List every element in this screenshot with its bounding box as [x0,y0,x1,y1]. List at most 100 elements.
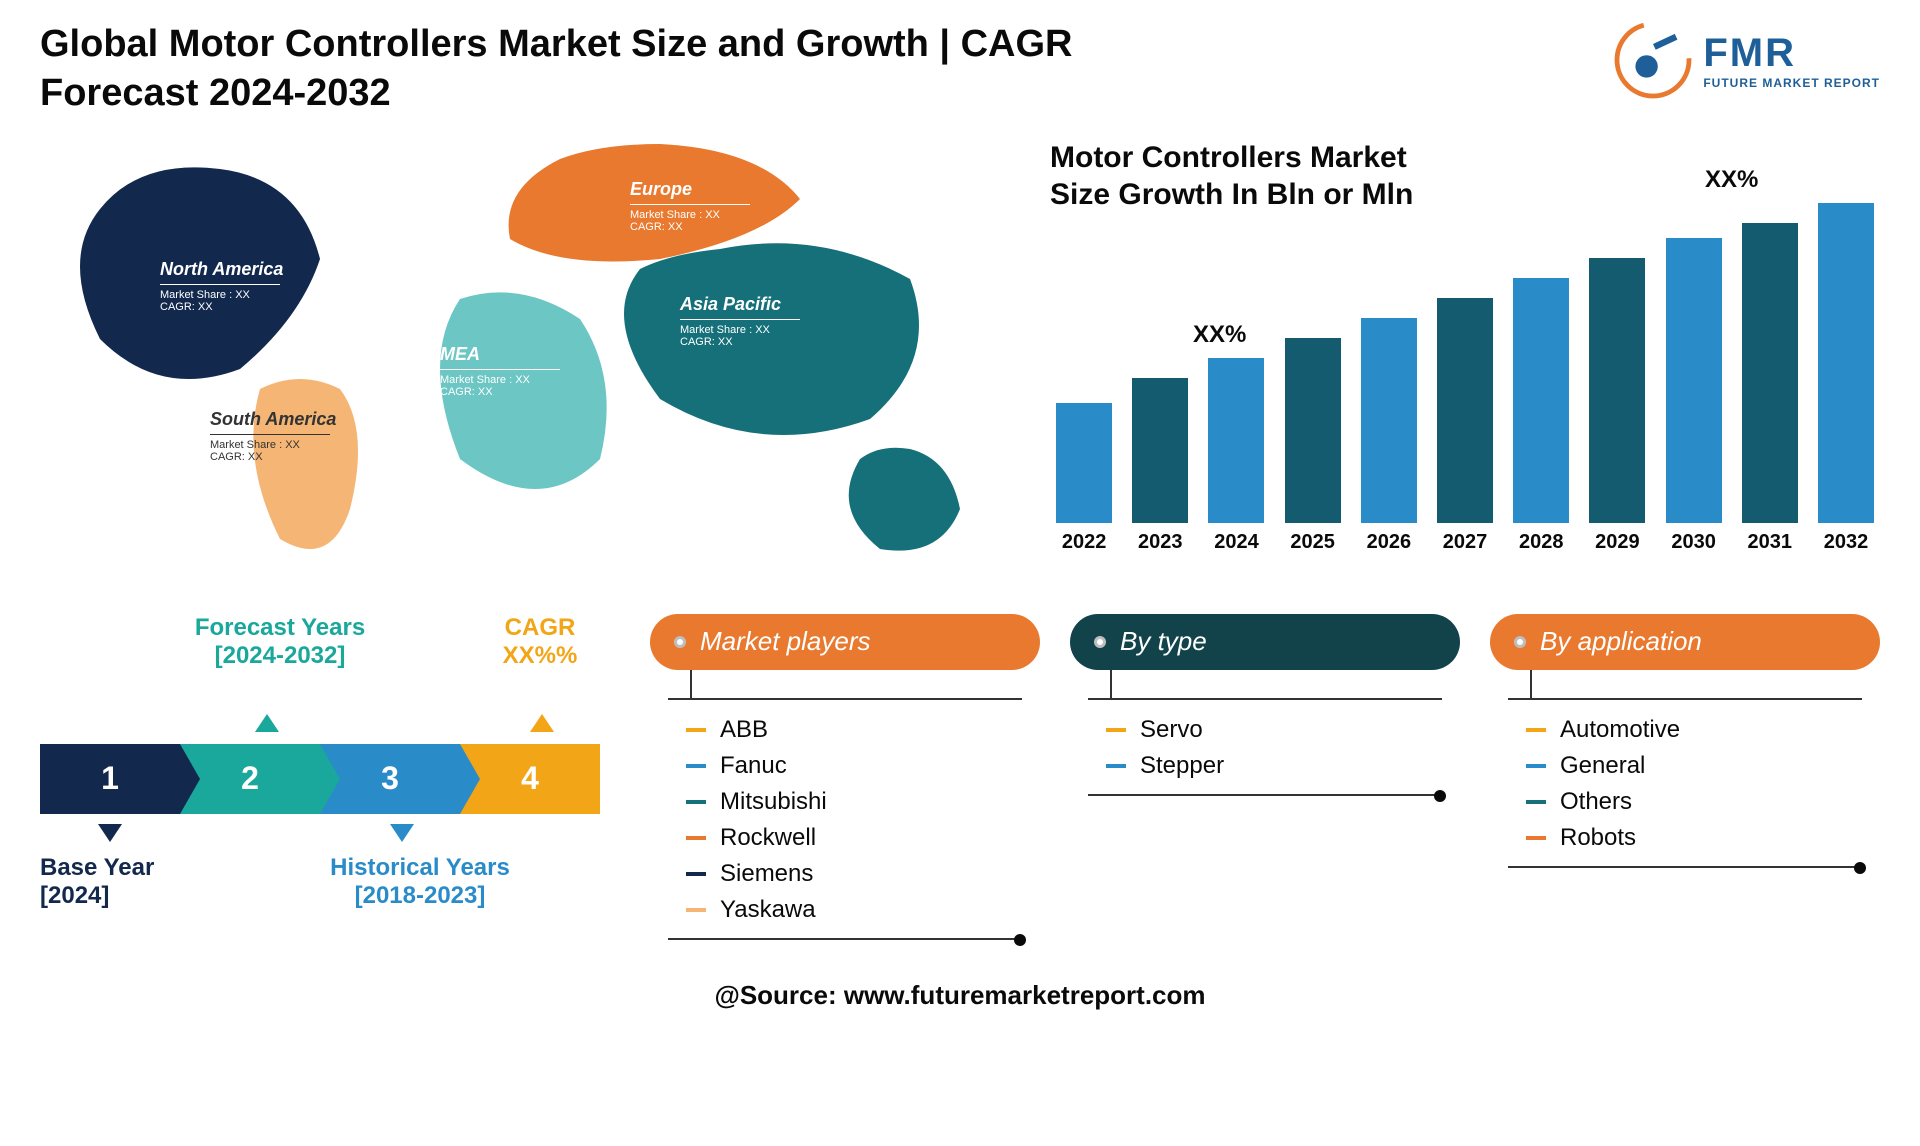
bar-rect [1666,238,1722,523]
bar-rect [1056,403,1112,523]
info-head-label: By type [1120,626,1207,657]
bar-col-2030: 2030 [1660,238,1728,554]
region-label-sa: South AmericaMarket Share : XXCAGR: XX [210,409,336,463]
region-label-na: North AmericaMarket Share : XXCAGR: XX [160,259,283,313]
bar-chart: 2022 2023 2024 2025 2026 2027 2028 2029 2030 2031… [1050,224,1880,554]
info-head: By application [1490,614,1880,670]
info-list: ABB Fanuc Mitsubishi Rockwell Siemens Yaskawa [668,698,1022,940]
info-item: Yaskawa [668,892,1022,928]
bar-year-label: 2027 [1443,531,1488,554]
timeline-box-3: 3 [320,744,460,814]
dot-icon [674,636,686,648]
timeline-box-num: 3 [381,760,399,797]
region-share: Market Share : XX [440,374,560,386]
bullet-icon [686,800,706,804]
bar-col-2026: 2026 [1355,318,1423,554]
bar-col-2032: 2032 [1812,203,1880,554]
bar-rect [1285,338,1341,523]
logo-icon [1613,20,1693,100]
bar-col-2031: 2031 [1736,223,1804,554]
bar-year-label: 2032 [1824,531,1869,554]
region-divider [210,434,330,435]
bar-year-label: 2025 [1290,531,1335,554]
page-title: Global Motor Controllers Market Size and… [40,20,1240,119]
info-item-label: Robots [1560,824,1636,852]
bar-annotation: XX% [1705,166,1758,194]
base-label: Base Year [2024] [40,854,200,910]
base-t1: Base Year [40,854,200,882]
region-cagr: CAGR: XX [160,301,283,313]
bullet-icon [686,908,706,912]
info-item-label: Servo [1140,716,1203,744]
info-item-label: Fanuc [720,752,787,780]
cagr-t1: CAGR [480,614,600,642]
fmr-logo: FMR FUTURE MARKET REPORT [1613,20,1880,100]
bar-rect [1589,258,1645,523]
source-line: @Source: www.futuremarketreport.com [40,980,1880,1011]
cagr-arrow-icon [530,714,554,732]
region-cagr: CAGR: XX [680,336,800,348]
info-item: Stepper [1088,748,1442,784]
base-arrow-icon [98,824,122,842]
bar-rect [1513,278,1569,523]
bullet-icon [686,872,706,876]
info-item: ABB [668,712,1022,748]
timeline-box-num: 4 [521,760,539,797]
bar-rect [1208,358,1264,523]
timeline-box-2: 2 [180,744,320,814]
info-item: Others [1508,784,1862,820]
bar-rect [1742,223,1798,523]
region-divider [160,284,280,285]
region-label-mea: MEAMarket Share : XXCAGR: XX [440,344,560,398]
info-item-label: Rockwell [720,824,816,852]
forecast-t2: [2024-2032] [170,642,390,670]
bar-year-label: 2031 [1748,531,1793,554]
bullet-icon [686,836,706,840]
dot-icon [1514,636,1526,648]
bullet-icon [686,728,706,732]
historical-arrow-icon [390,824,414,842]
info-head: Market players [650,614,1040,670]
info-item-label: Yaskawa [720,896,816,924]
info-item: Siemens [668,856,1022,892]
region-share: Market Share : XX [630,209,750,221]
info-columns: Market players ABB Fanuc Mitsubishi Rockwell… [650,614,1880,940]
bullet-icon [1526,836,1546,840]
region-name: South America [210,409,336,430]
forecast-label: Forecast Years [2024-2032] [170,614,390,670]
region-name: North America [160,259,283,280]
forecast-t1: Forecast Years [170,614,390,642]
timeline-box-num: 1 [101,760,119,797]
header-row: Global Motor Controllers Market Size and… [40,20,1880,119]
info-item-label: Stepper [1140,752,1224,780]
timeline-boxes: 1 2 3 4 [40,744,600,814]
info-head: By type [1070,614,1460,670]
info-item-label: Siemens [720,860,813,888]
region-divider [630,204,750,205]
historical-t1: Historical Years [300,854,540,882]
region-name: Asia Pacific [680,294,800,315]
info-item: Rockwell [668,820,1022,856]
info-item: Automotive [1508,712,1862,748]
bar-year-label: 2023 [1138,531,1183,554]
region-divider [680,319,800,320]
timeline-box-num: 2 [241,760,259,797]
world-map: North AmericaMarket Share : XXCAGR: XXSo… [40,139,1020,579]
bar-col-2028: 2028 [1507,278,1575,554]
bar-year-label: 2029 [1595,531,1640,554]
connector [1110,670,1112,698]
bullet-icon [686,764,706,768]
info-col-1: By type Servo Stepper [1070,614,1460,940]
info-item: Servo [1088,712,1442,748]
bar-col-2024: 2024 [1202,358,1270,554]
bar-col-2022: 2022 [1050,403,1118,554]
timeline-section: Forecast Years [2024-2032] CAGR XX%% 123… [40,614,620,934]
info-item-label: Others [1560,788,1632,816]
logo-sub-text: FUTURE MARKET REPORT [1703,76,1880,90]
chart-title: Motor Controllers Market Size Growth In … [1050,139,1470,214]
base-t2: [2024] [40,882,200,910]
bar-col-2029: 2029 [1583,258,1651,554]
forecast-arrow-icon [255,714,279,732]
info-item: Mitsubishi [668,784,1022,820]
historical-t2: [2018-2023] [300,882,540,910]
